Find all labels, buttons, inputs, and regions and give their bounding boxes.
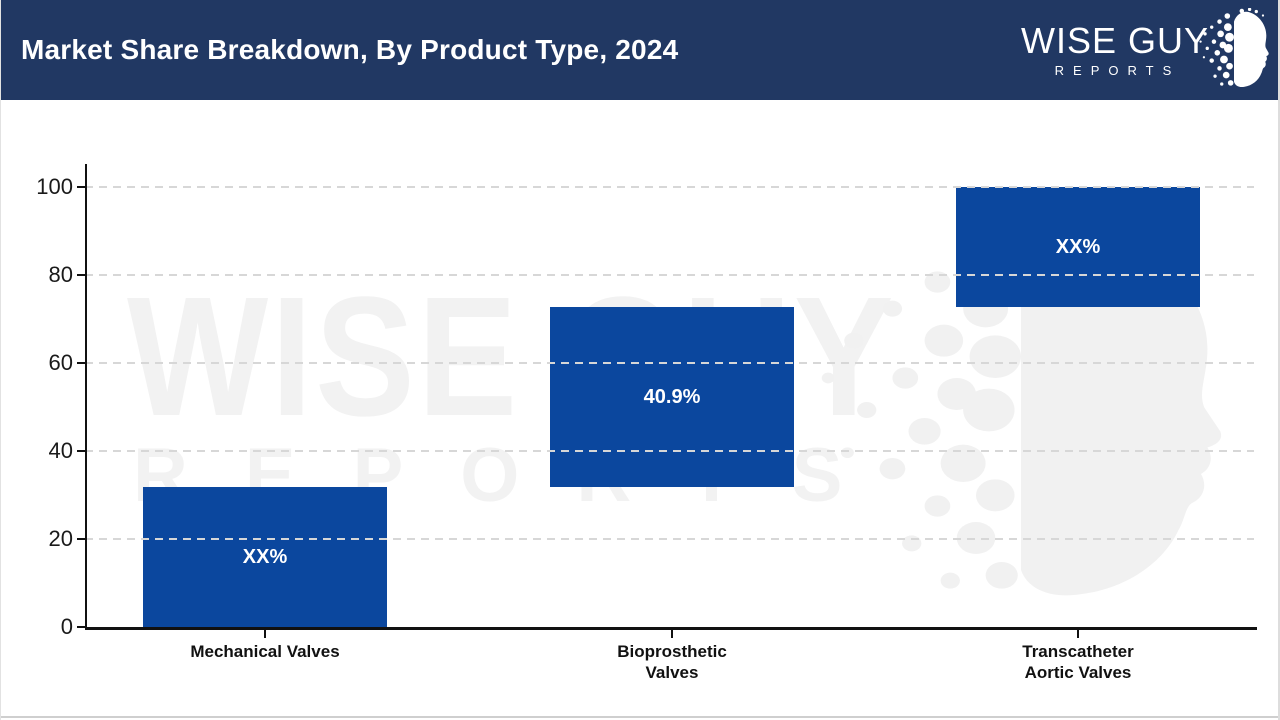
y-axis-tick-label: 20 (48, 526, 73, 551)
y-axis-tick (77, 626, 85, 628)
y-gridline (85, 362, 1254, 364)
x-axis-tick (671, 630, 673, 638)
bar-value-label: XX% (242, 545, 288, 568)
bar-segment: 40.9% (550, 307, 794, 487)
y-axis-tick-label: 80 (48, 262, 73, 287)
y-axis-tick-label: 0 (60, 614, 73, 639)
header-bar: Market Share Breakdown, By Product Type,… (1, 0, 1278, 100)
y-axis-tick-label: 60 (48, 350, 73, 375)
x-axis-tick (264, 630, 266, 638)
bar-value-label: XX% (1055, 235, 1101, 258)
y-axis-tick (77, 450, 85, 452)
y-axis-tick (77, 538, 85, 540)
logo-subtitle: REPORTS (1054, 62, 1181, 78)
logo-wordmark: WISE GUY (1020, 19, 1209, 61)
bar-segment: XX% (956, 187, 1200, 307)
y-gridline (85, 186, 1254, 188)
x-axis-category-label: Bioprosthetic Valves (617, 642, 727, 683)
y-gridline (85, 450, 1254, 452)
page-bottom-divider (1, 716, 1278, 718)
wiseguy-head-icon (1199, 8, 1269, 88)
y-axis-tick (77, 274, 85, 276)
y-axis-tick-label: 100 (36, 174, 73, 199)
page-title: Market Share Breakdown, By Product Type,… (21, 34, 679, 65)
y-axis-tick (77, 362, 85, 364)
x-axis-line (85, 627, 1257, 630)
y-gridline (85, 274, 1254, 276)
x-axis-tick (1077, 630, 1079, 638)
x-axis-category-label: Mechanical Valves (190, 642, 340, 661)
y-axis-line (85, 164, 87, 629)
y-gridline (85, 538, 1254, 540)
x-axis-category-label: Transcatheter Aortic Valves (1022, 642, 1134, 683)
wiseguy-logo: WISE GUY REPORTS (1021, 0, 1273, 100)
bar-value-label: 40.9% (643, 385, 701, 408)
logo-text: WISE GUY REPORTS (1020, 19, 1209, 78)
y-axis-tick-label: 40 (48, 438, 73, 463)
watermark-head-icon (821, 218, 1222, 596)
bar-segment: XX% (143, 487, 387, 627)
y-axis-tick (77, 186, 85, 188)
